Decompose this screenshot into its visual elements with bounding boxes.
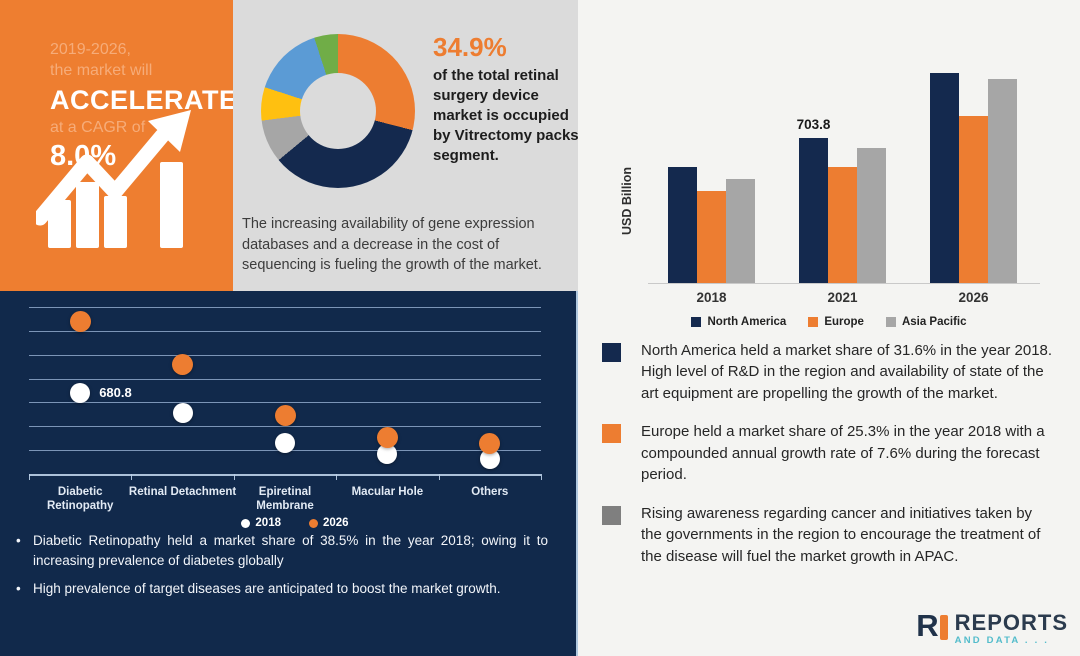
accelerate-range: 2019-2026, bbox=[50, 41, 131, 58]
point-2026-epiretinal-membrane bbox=[274, 405, 296, 427]
accelerate-word: ACCELERATE bbox=[50, 84, 238, 115]
regional-bullet-list: North America held a market share of 31.… bbox=[602, 340, 1054, 584]
bullet-north-america: North America held a market share of 31.… bbox=[602, 340, 1054, 404]
apac-text: Rising awareness regarding cancer and in… bbox=[641, 504, 1041, 565]
logo-text: REPORTS AND DATA . . . bbox=[954, 609, 1068, 646]
accelerate-line2: the market will bbox=[50, 61, 153, 79]
logo-tagline: AND DATA . . . bbox=[954, 635, 1050, 646]
bar-europe-2018 bbox=[697, 191, 726, 283]
market-growth-note: The increasing availability of gene expr… bbox=[242, 216, 542, 274]
point-2018-macular-hole bbox=[377, 444, 398, 465]
legend-marker-icon bbox=[309, 518, 318, 528]
bar-chart-y-axis-label: USD Billion bbox=[620, 166, 634, 235]
donut-hole bbox=[300, 73, 376, 149]
segment-share-donut-chart bbox=[261, 34, 415, 188]
point-2026-macular-hole bbox=[376, 427, 398, 449]
gridline bbox=[29, 354, 541, 356]
bar-tick-2026: 2026 bbox=[958, 290, 989, 305]
dot-data-label: 680.8 bbox=[99, 384, 132, 400]
legend-label: North America bbox=[707, 316, 787, 328]
logo-name: REPORTS bbox=[954, 609, 1068, 635]
legend-swatch-icon bbox=[691, 317, 702, 327]
bullet-diabetic-retinopathy: Diabetic Retinopathy held a market share… bbox=[12, 531, 548, 572]
bar-europe-2021 bbox=[828, 167, 857, 283]
europe-text: Europe held a market share of 25.3% in t… bbox=[641, 423, 1045, 484]
bullet-europe: Europe held a market share of 25.3% in t… bbox=[602, 421, 1054, 485]
point-2018-diabetic-retinopathy bbox=[70, 382, 91, 403]
logo-orange-bar-icon bbox=[939, 614, 948, 640]
gridline bbox=[29, 307, 541, 308]
bar-asia-pacific-2018 bbox=[726, 178, 755, 283]
accelerate-line4: at a CAGR of bbox=[50, 118, 146, 136]
category-label-epiretinal-membrane: Epiretinal Membrane bbox=[256, 486, 314, 513]
regional-bar-chart bbox=[648, 55, 1040, 284]
legend-label: 2026 bbox=[323, 517, 349, 529]
axis-tick bbox=[29, 474, 30, 480]
gridline bbox=[29, 330, 541, 332]
dot-legend-item-2018: 2018 bbox=[241, 517, 281, 529]
point-2018-others bbox=[479, 448, 500, 469]
legend-marker-icon bbox=[241, 518, 251, 528]
bullet-target-diseases: High prevalence of target diseases are a… bbox=[12, 579, 548, 600]
legend-label: 2018 bbox=[255, 517, 281, 529]
category-label-retinal-detachment: Retinal Detachment bbox=[128, 486, 237, 498]
bar-legend-item-asia-pacific: Asia Pacific bbox=[885, 316, 967, 328]
growth-arrow-chart-icon bbox=[36, 110, 191, 248]
point-2018-retinal-detachment bbox=[172, 402, 193, 423]
dot-legend-item-2026: 2026 bbox=[309, 517, 349, 529]
dot-plot-legend: 2018 2026 bbox=[170, 517, 420, 529]
bar-data-label: 703.8 bbox=[796, 116, 831, 132]
europe-swatch bbox=[602, 424, 621, 444]
indication-panel: 680.8 Diabetic Retinopathy Retinal Detachm… bbox=[0, 291, 578, 656]
dot-plot-x-axis bbox=[29, 474, 541, 476]
apac-swatch bbox=[602, 505, 621, 525]
bar-legend-item-europe: Europe bbox=[808, 316, 864, 328]
bar-north-america-2021 bbox=[799, 137, 828, 283]
bar-europe-2026 bbox=[959, 115, 988, 283]
point-2018-epiretinal-membrane bbox=[275, 433, 295, 453]
indication-bullet-list: Diabetic Retinopathy held a market share… bbox=[12, 531, 548, 606]
bar-north-america-2018 bbox=[668, 167, 697, 283]
gridline bbox=[29, 378, 541, 380]
bar-chart-legend: North America Europe Asia Pacific bbox=[578, 316, 1080, 328]
reports-and-data-logo: R REPORTS AND DATA . . . bbox=[916, 607, 1068, 646]
legend-swatch-icon bbox=[885, 317, 896, 327]
category-label-diabetic-retinopathy: Diabetic Retinopathy bbox=[46, 486, 114, 513]
bullet-apac: Rising awareness regarding cancer and in… bbox=[602, 503, 1054, 567]
bar-tick-2018: 2018 bbox=[696, 290, 727, 305]
point-2026-others bbox=[479, 432, 501, 454]
point-2026-diabetic-retinopathy bbox=[69, 310, 91, 332]
category-label-others: Others bbox=[471, 486, 509, 498]
bar-legend-item-north-america: North America bbox=[691, 316, 786, 328]
accelerate-card: 2019-2026, the market will ACCELERATE at… bbox=[0, 0, 237, 291]
donut-card: 34.9% of the total retinal surgery devic… bbox=[233, 0, 583, 291]
axis-tick bbox=[233, 474, 235, 480]
axis-tick bbox=[131, 474, 133, 480]
bar-asia-pacific-2021 bbox=[857, 147, 886, 283]
legend-label: Asia Pacific bbox=[901, 316, 967, 328]
vitrectomy-share-text: of the total retinal surgery device mark… bbox=[433, 67, 579, 164]
bar-north-america-2026 bbox=[930, 72, 959, 283]
logo-r-icon: R bbox=[916, 607, 938, 643]
regional-panel: USD Billion North America Europe Asia Paci… bbox=[578, 0, 1080, 656]
vitrectomy-share-value: 34.9% bbox=[433, 32, 507, 62]
legend-label: Europe bbox=[824, 316, 864, 328]
point-2026-retinal-detachment bbox=[172, 353, 194, 375]
gridline bbox=[29, 426, 541, 428]
legend-swatch-icon bbox=[808, 317, 819, 327]
gridline bbox=[29, 402, 541, 404]
axis-tick bbox=[541, 474, 542, 480]
axis-tick bbox=[336, 474, 338, 480]
axis-tick bbox=[438, 474, 440, 480]
north-america-swatch bbox=[602, 343, 621, 362]
bar-asia-pacific-2026 bbox=[988, 78, 1017, 283]
category-label-macular-hole: Macular Hole bbox=[351, 486, 424, 498]
north-america-text: North America held a market share of 31.… bbox=[641, 342, 1053, 402]
bar-tick-2021: 2021 bbox=[827, 290, 858, 305]
